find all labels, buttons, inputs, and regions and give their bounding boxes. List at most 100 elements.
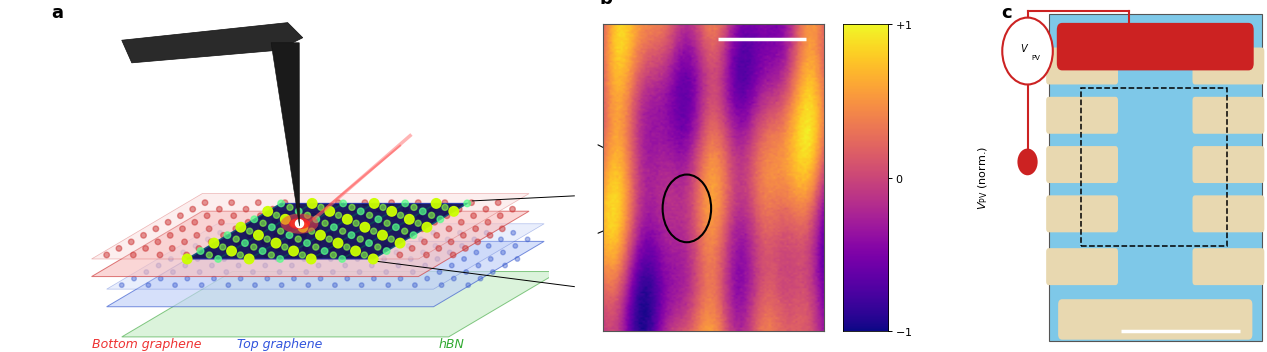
Circle shape: [488, 233, 493, 238]
Bar: [1049, 14, 1262, 341]
Circle shape: [437, 270, 442, 274]
Circle shape: [466, 283, 470, 287]
Circle shape: [351, 246, 360, 256]
Circle shape: [1002, 18, 1053, 84]
Circle shape: [264, 252, 270, 258]
Circle shape: [274, 244, 277, 248]
Text: Top graphene: Top graphene: [237, 338, 323, 351]
Circle shape: [257, 213, 264, 219]
Circle shape: [376, 206, 383, 212]
Circle shape: [371, 228, 376, 234]
Circle shape: [315, 239, 321, 245]
Circle shape: [402, 228, 408, 234]
Circle shape: [433, 244, 437, 248]
Circle shape: [411, 270, 416, 274]
Circle shape: [209, 263, 214, 268]
Polygon shape: [91, 194, 530, 259]
Circle shape: [431, 231, 436, 235]
Circle shape: [215, 256, 222, 262]
FancyBboxPatch shape: [1047, 97, 1117, 134]
Polygon shape: [122, 23, 303, 63]
Circle shape: [413, 283, 417, 287]
Circle shape: [251, 244, 257, 250]
Circle shape: [166, 220, 171, 225]
Circle shape: [248, 257, 253, 261]
Circle shape: [474, 250, 479, 255]
Circle shape: [383, 246, 388, 251]
Circle shape: [511, 231, 516, 235]
Circle shape: [318, 276, 323, 281]
Circle shape: [295, 220, 304, 228]
Circle shape: [498, 213, 503, 219]
Circle shape: [430, 206, 436, 212]
Circle shape: [343, 263, 347, 268]
Circle shape: [356, 246, 361, 251]
Circle shape: [181, 250, 185, 255]
Circle shape: [277, 256, 284, 262]
Circle shape: [274, 233, 280, 238]
Circle shape: [333, 238, 343, 248]
Circle shape: [194, 233, 200, 238]
Circle shape: [327, 233, 333, 238]
Circle shape: [290, 252, 296, 258]
Circle shape: [375, 244, 381, 250]
Circle shape: [119, 283, 124, 287]
Circle shape: [342, 239, 347, 245]
Circle shape: [378, 230, 388, 240]
Circle shape: [261, 250, 265, 255]
Circle shape: [224, 232, 231, 238]
Bar: [1081, 88, 1226, 246]
Circle shape: [269, 224, 275, 231]
Circle shape: [353, 220, 359, 226]
Circle shape: [264, 207, 272, 216]
Circle shape: [408, 257, 413, 261]
Circle shape: [276, 246, 281, 251]
Circle shape: [331, 252, 337, 258]
Circle shape: [366, 240, 372, 246]
Circle shape: [232, 237, 237, 241]
Circle shape: [340, 226, 345, 232]
Circle shape: [324, 231, 329, 235]
Circle shape: [390, 213, 397, 219]
Circle shape: [336, 212, 342, 218]
Circle shape: [303, 246, 308, 251]
Circle shape: [380, 205, 386, 210]
Circle shape: [471, 213, 476, 219]
Circle shape: [182, 263, 188, 268]
Circle shape: [393, 226, 398, 232]
Circle shape: [204, 213, 210, 219]
Circle shape: [281, 244, 288, 250]
Circle shape: [526, 237, 530, 241]
Circle shape: [298, 222, 308, 232]
Circle shape: [236, 222, 246, 232]
Circle shape: [291, 220, 296, 226]
Circle shape: [291, 276, 296, 281]
Circle shape: [243, 206, 248, 212]
Circle shape: [144, 270, 148, 274]
Circle shape: [464, 200, 470, 207]
Circle shape: [180, 226, 185, 232]
Circle shape: [304, 212, 310, 218]
FancyBboxPatch shape: [1192, 146, 1264, 183]
Circle shape: [220, 244, 224, 248]
Circle shape: [407, 233, 413, 238]
Circle shape: [246, 220, 251, 225]
Circle shape: [182, 254, 191, 264]
Circle shape: [424, 276, 430, 281]
Circle shape: [117, 246, 122, 251]
Circle shape: [271, 231, 276, 235]
Circle shape: [277, 200, 284, 207]
Circle shape: [245, 254, 253, 264]
Ellipse shape: [289, 218, 310, 229]
Circle shape: [313, 216, 319, 222]
Circle shape: [379, 220, 384, 225]
Circle shape: [236, 239, 241, 245]
Circle shape: [473, 237, 476, 241]
Circle shape: [247, 244, 251, 248]
Circle shape: [310, 213, 317, 219]
Circle shape: [171, 270, 175, 274]
Circle shape: [277, 270, 281, 274]
Circle shape: [318, 205, 324, 210]
Circle shape: [338, 256, 346, 262]
Circle shape: [217, 206, 222, 212]
